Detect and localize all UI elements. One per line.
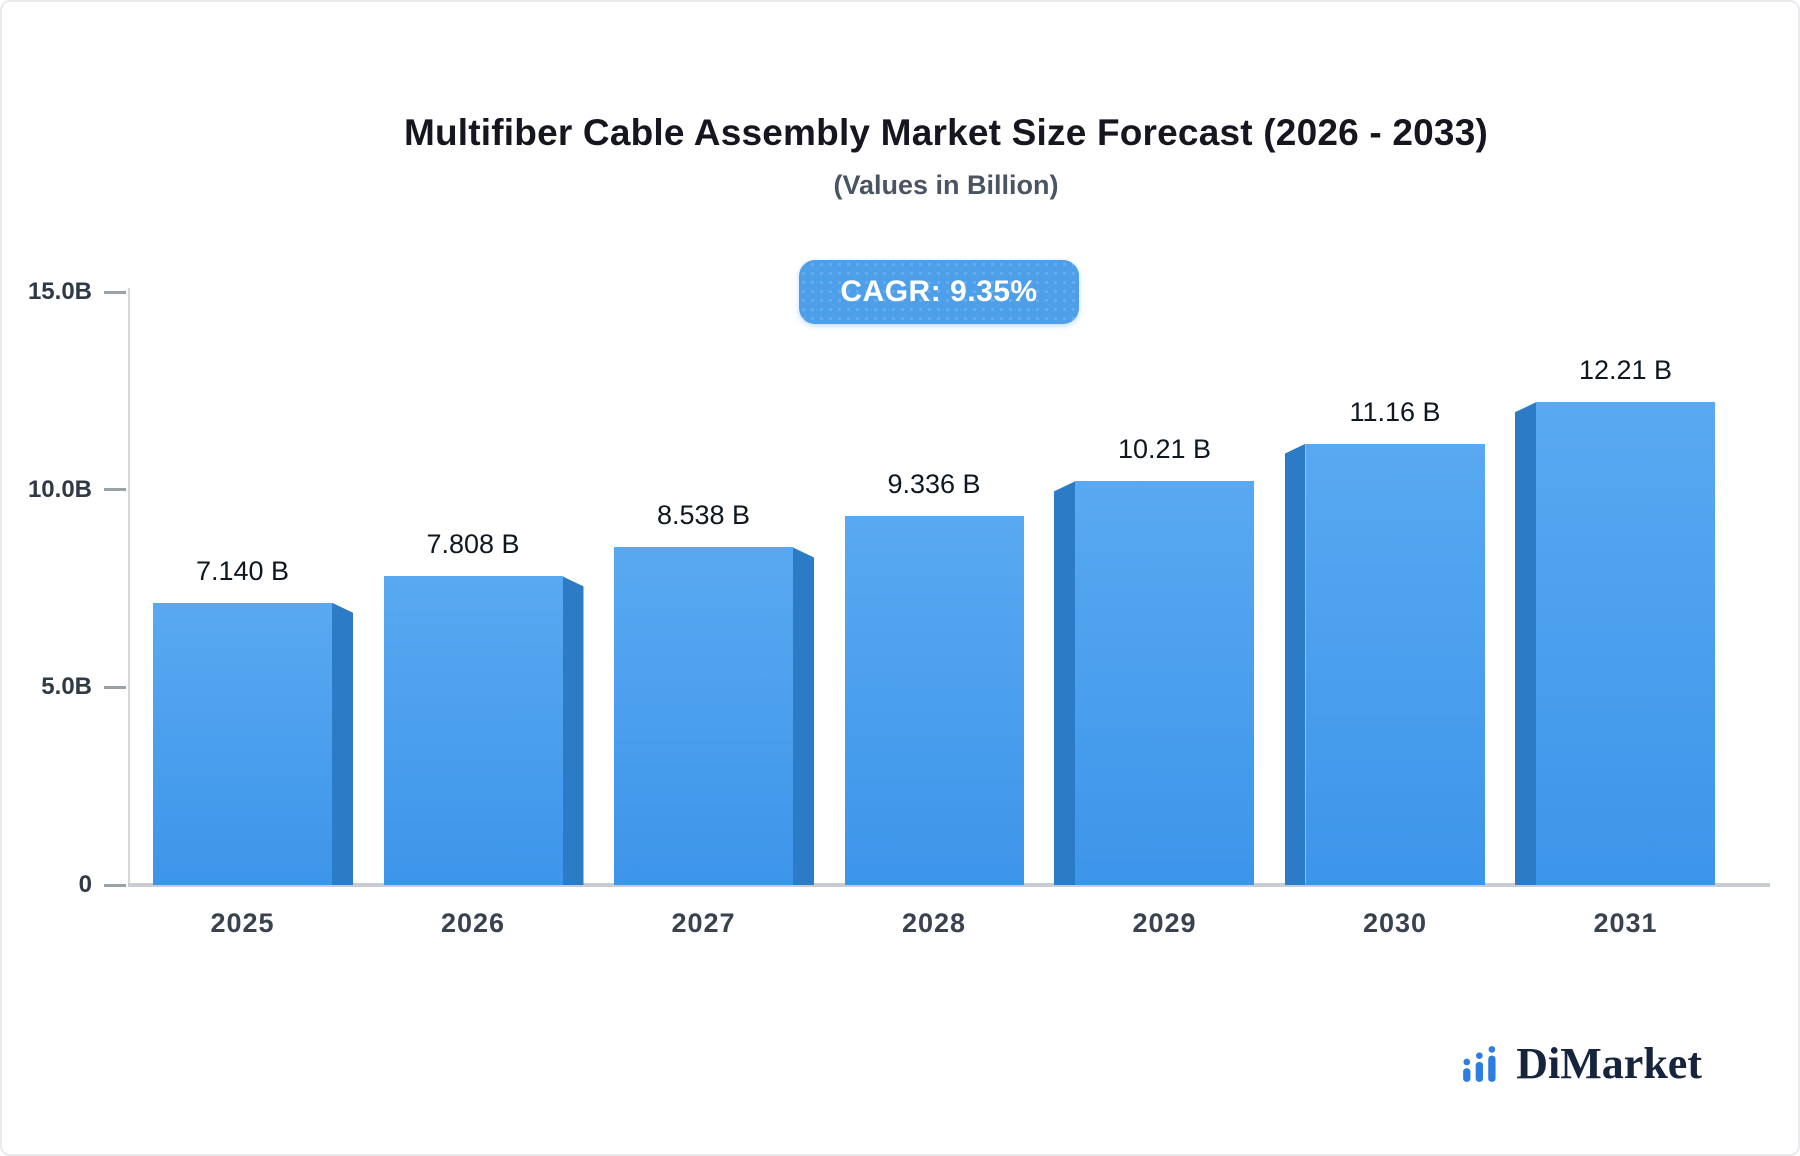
bar-value-label: 12.21 B	[1578, 355, 1673, 386]
x-axis-label: 2031	[1593, 908, 1658, 938]
bar-value-label: 7.808 B	[426, 529, 520, 560]
x-axis-label: 2029	[1132, 908, 1197, 938]
bar	[153, 602, 332, 885]
bar-value-label: 8.538 B	[656, 500, 751, 531]
bar-value-label: 9.336 B	[887, 468, 981, 499]
cagr-label: CAGR: 9.35%	[840, 275, 1038, 308]
bar	[844, 515, 1024, 885]
bar-value-label: 11.16 B	[1349, 396, 1441, 427]
y-tick-label: 10.0B	[27, 475, 92, 503]
cagr-badge: CAGR: 9.35%	[799, 260, 1079, 324]
y-tick-mark	[104, 685, 126, 689]
bar-side-face	[1515, 402, 1536, 885]
y-tick-mark	[104, 290, 126, 294]
bar	[1305, 443, 1485, 885]
chart-title: Multifiber Cable Assembly Market Size Fo…	[403, 112, 1489, 153]
logo: DiMarket	[1460, 1040, 1702, 1086]
y-tick-mark	[104, 883, 126, 887]
bar-side-face	[793, 547, 814, 885]
bar-value-label: 7.140 B	[195, 555, 290, 586]
x-axis-label: 2026	[440, 908, 506, 938]
x-axis-label: 2027	[671, 908, 736, 938]
x-axis-line	[128, 883, 1770, 887]
x-axis-label: 2025	[210, 908, 275, 938]
x-axis-label: 2028	[901, 908, 967, 938]
bar-chart-icon	[1463, 1046, 1496, 1082]
bar-side-face	[1284, 443, 1306, 885]
bar-side-face	[1054, 481, 1075, 885]
y-tick-label: 15.0B	[27, 278, 92, 305]
x-axis-label: 2030	[1362, 908, 1428, 938]
bar	[383, 576, 563, 885]
bar-value-label: 10.21 B	[1117, 434, 1212, 465]
bar	[1536, 402, 1715, 885]
bar	[1075, 481, 1254, 885]
bar-side-face	[332, 602, 353, 885]
y-tick-label: 0	[78, 871, 92, 898]
y-tick-mark	[104, 488, 126, 492]
bar-side-face	[562, 576, 584, 885]
logo-text: DiMarket	[1516, 1039, 1702, 1088]
y-tick-label: 5.0B	[41, 673, 92, 701]
chart-subtitle: (Values in Billion)	[833, 170, 1059, 200]
bar	[614, 547, 793, 885]
y-axis-line	[128, 288, 130, 887]
